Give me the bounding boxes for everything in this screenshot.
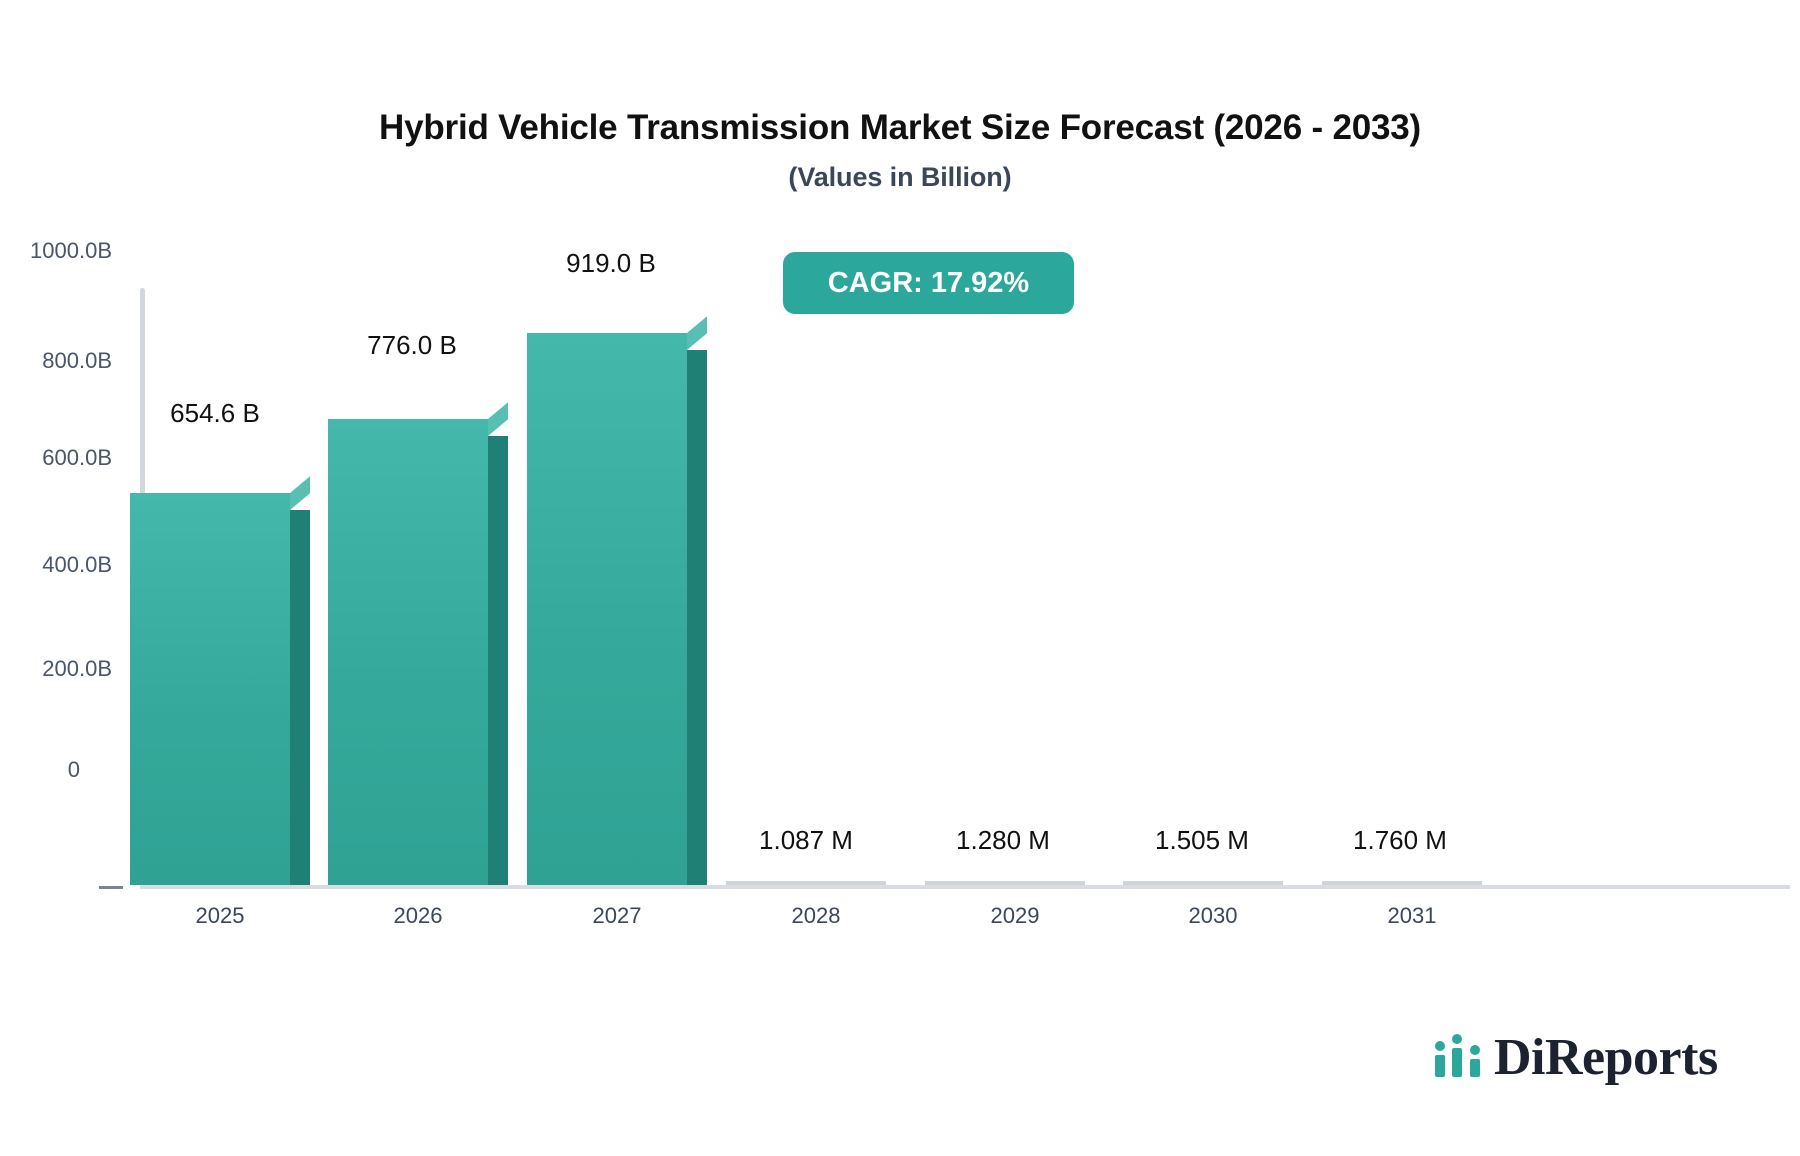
bar-top-cap-2025 <box>290 476 310 510</box>
x-axis-line <box>140 885 1790 889</box>
bar-face-2028 <box>726 881 886 885</box>
bar-chart-icon <box>1432 1033 1486 1084</box>
bar-value-label-2025: 654.6 B <box>170 398 260 428</box>
bar-2026[interactable] <box>328 402 508 885</box>
y-tick-label-1000: 1000.0B <box>30 238 112 263</box>
y-axis-zero-tick <box>99 886 123 889</box>
x-tick-label-2029: 2029 <box>990 903 1040 928</box>
bar-face-2031 <box>1322 881 1482 885</box>
bar-2025[interactable] <box>130 476 310 885</box>
bar-top-cap-2027 <box>687 316 707 350</box>
bar-face-2027 <box>527 333 687 885</box>
chart-subtitle: (Values in Billion) <box>788 162 1012 193</box>
y-tick-label-800: 800.0B <box>42 348 112 373</box>
bar-value-label-2029: 1.280 M <box>956 825 1050 855</box>
x-tick-label-2025: 2025 <box>195 903 245 928</box>
bar-top-cap-2026 <box>488 402 508 436</box>
bar-face-2029 <box>925 881 1085 885</box>
x-tick-label-2030: 2030 <box>1188 903 1238 928</box>
cagr-badge: CAGR: 17.92% <box>783 252 1074 314</box>
bar-side-2027 <box>687 350 707 885</box>
page-title: Hybrid Vehicle Transmission Market Size … <box>379 108 1421 147</box>
bar-face-2030 <box>1123 881 1283 885</box>
bar-2030[interactable] <box>1123 881 1303 885</box>
bar-value-label-2030: 1.505 M <box>1155 825 1249 855</box>
chart-header: Hybrid Vehicle Transmission Market Size … <box>0 108 1800 193</box>
x-tick-label-2026: 2026 <box>393 903 443 928</box>
y-tick-label-400: 400.0B <box>42 552 112 577</box>
bar-value-label-2026: 776.0 B <box>367 330 457 360</box>
y-tick-label-200: 200.0B <box>42 656 112 681</box>
bar-value-label-2027: 919.0 B <box>566 248 656 278</box>
x-tick-label-2027: 2027 <box>592 903 642 928</box>
bar-face-2026 <box>328 419 488 885</box>
bar-value-label-2028: 1.087 M <box>759 825 853 855</box>
x-tick-label-2031: 2031 <box>1387 903 1437 928</box>
cagr-badge-label: CAGR: 17.92% <box>827 266 1030 299</box>
bar-2029[interactable] <box>925 881 1105 885</box>
bar-face-2025 <box>130 493 290 885</box>
bar-2027[interactable] <box>527 316 707 885</box>
y-tick-label-0: 0 <box>67 757 80 782</box>
bar-side-2025 <box>290 510 310 885</box>
y-tick-label-600: 600.0B <box>42 445 112 470</box>
brand-name: DiReports <box>1494 1029 1718 1086</box>
bar-side-2026 <box>488 436 508 885</box>
bar-2031[interactable] <box>1322 881 1502 885</box>
x-tick-label-2028: 2028 <box>791 903 841 928</box>
bar-value-label-2031: 1.760 M <box>1353 825 1447 855</box>
brand-logo: DiReports <box>1432 1032 1718 1084</box>
bar-2028[interactable] <box>726 881 906 885</box>
